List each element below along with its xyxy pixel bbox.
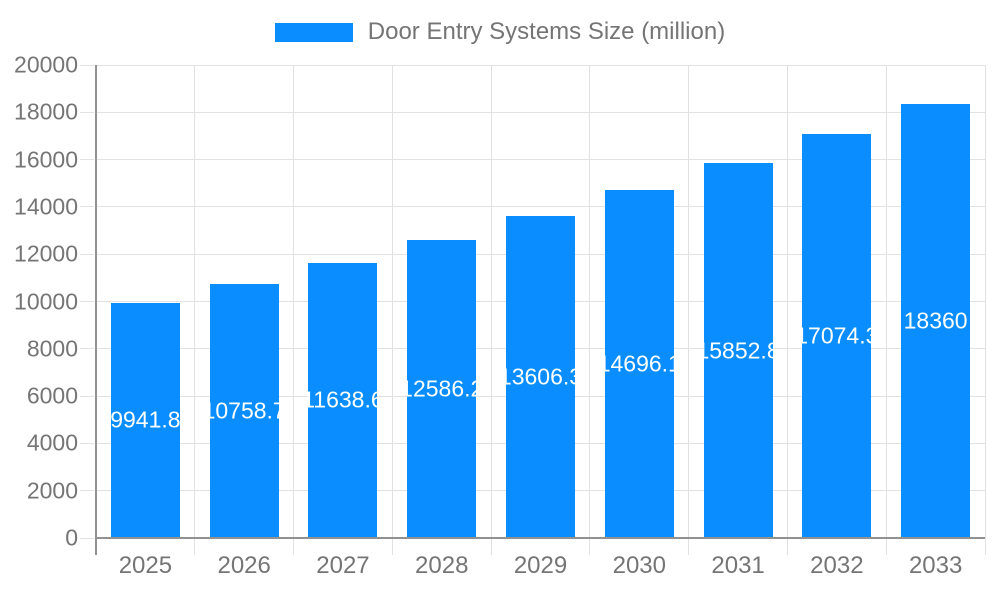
y-axis-tick-label: 6000 bbox=[26, 382, 78, 409]
y-axis-tick-label: 4000 bbox=[26, 429, 78, 456]
y-axis-labels: 0 2000 4000 6000 8000 10000 12000 14000 16000 180… bbox=[0, 52, 78, 551]
y-axis-tick-label: 0 bbox=[65, 524, 78, 551]
x-axis-category-label: 2032 bbox=[810, 552, 864, 579]
x-axis-category-label: 2026 bbox=[217, 552, 271, 579]
bar-value-label: 9941.8 bbox=[110, 406, 180, 433]
bar-value-label: 17074.3 bbox=[802, 322, 871, 349]
legend-label: Door Entry Systems Size (million) bbox=[367, 18, 726, 45]
x-axis-tick bbox=[391, 538, 393, 555]
y-axis-tick bbox=[80, 159, 94, 161]
x-axis-tick bbox=[688, 538, 690, 555]
x-axis-tick bbox=[194, 538, 196, 555]
x-axis-category-label: 2033 bbox=[908, 552, 963, 579]
bar-value-label: 12586.2 bbox=[407, 375, 476, 402]
x-axis-tick bbox=[490, 538, 492, 555]
bar-value-label: 11638.6 bbox=[308, 386, 378, 413]
y-axis-tick-label: 14000 bbox=[14, 193, 78, 220]
y-axis-tick-label: 10000 bbox=[14, 288, 78, 314]
y-axis-tick bbox=[80, 111, 94, 113]
y-axis-tick bbox=[80, 206, 94, 208]
y-axis-tick bbox=[80, 537, 94, 539]
y-axis-tick bbox=[80, 395, 94, 397]
bar-value-label: 13606.3 bbox=[506, 363, 575, 390]
bar-value-label: 14696.1 bbox=[605, 350, 674, 377]
gridline-vertical bbox=[194, 65, 196, 538]
bar-2027[interactable]: 11638.6 bbox=[308, 262, 378, 538]
y-axis-tick-label: 20000 bbox=[14, 51, 78, 78]
y-axis-tick-label: 8000 bbox=[26, 335, 78, 362]
gridline-vertical bbox=[786, 65, 788, 538]
gridline-horizontal bbox=[96, 159, 985, 161]
y-axis-tick-label: 18000 bbox=[14, 98, 78, 125]
gridline-horizontal bbox=[96, 206, 985, 208]
gridline-vertical bbox=[885, 65, 887, 538]
y-axis-tick bbox=[80, 253, 94, 255]
y-axis-tick-label: 16000 bbox=[14, 146, 78, 173]
x-axis-tick bbox=[786, 538, 788, 555]
legend: Door Entry Systems Size (million) bbox=[0, 18, 1000, 45]
bar-2025[interactable]: 9941.8 bbox=[110, 302, 180, 538]
bar-value-label: 10758.7 bbox=[210, 397, 279, 424]
bar-2026[interactable]: 10758.7 bbox=[209, 283, 279, 538]
gridline-horizontal bbox=[96, 111, 985, 113]
gridline-vertical bbox=[490, 65, 492, 538]
gridline-horizontal bbox=[96, 64, 985, 66]
x-axis-tick bbox=[984, 538, 986, 555]
x-axis-category-label: 2025 bbox=[118, 552, 173, 579]
plot-area: 9941.8 10758.7 11638.6 12586.2 13606.3 14696.… bbox=[80, 64, 986, 555]
gridline-vertical bbox=[589, 65, 591, 538]
y-axis-tick bbox=[80, 442, 94, 444]
gridline-vertical bbox=[293, 65, 295, 538]
gridline-vertical bbox=[688, 65, 690, 538]
x-axis-tick bbox=[589, 538, 591, 555]
gridline-vertical bbox=[984, 65, 986, 538]
x-axis-labels: 2025 2026 2027 2028 2029 2030 2031 2032 2033 bbox=[96, 552, 985, 580]
bar-2030[interactable]: 14696.1 bbox=[604, 190, 674, 538]
gridline-vertical bbox=[391, 65, 393, 538]
x-axis-category-label: 2029 bbox=[513, 552, 568, 579]
bar-2033[interactable]: 18360 bbox=[901, 103, 971, 538]
x-axis-tick bbox=[885, 538, 887, 555]
x-axis-category-label: 2027 bbox=[316, 552, 370, 579]
y-axis-tick-label: 12000 bbox=[14, 240, 78, 267]
y-axis-tick bbox=[80, 348, 94, 350]
x-axis-line bbox=[95, 537, 985, 539]
bar-2032[interactable]: 17074.3 bbox=[802, 134, 872, 538]
y-axis-tick bbox=[80, 490, 94, 492]
bar-2028[interactable]: 12586.2 bbox=[407, 240, 477, 538]
y-axis-tick bbox=[80, 301, 94, 302]
bar-2029[interactable]: 13606.3 bbox=[506, 216, 575, 538]
legend-swatch bbox=[274, 22, 353, 42]
bar-value-label: 18360 bbox=[903, 307, 968, 334]
x-axis-tick bbox=[293, 538, 295, 555]
x-axis-category-label: 2030 bbox=[612, 552, 666, 579]
x-axis-category-label: 2028 bbox=[415, 552, 469, 579]
bar-value-label: 15852.8 bbox=[704, 337, 773, 364]
y-axis-tick-label: 2000 bbox=[26, 477, 78, 504]
y-axis-tick bbox=[80, 64, 94, 66]
x-axis-category-label: 2031 bbox=[711, 552, 765, 579]
bar-2031[interactable]: 15852.8 bbox=[703, 163, 773, 538]
y-axis-line bbox=[95, 65, 97, 555]
